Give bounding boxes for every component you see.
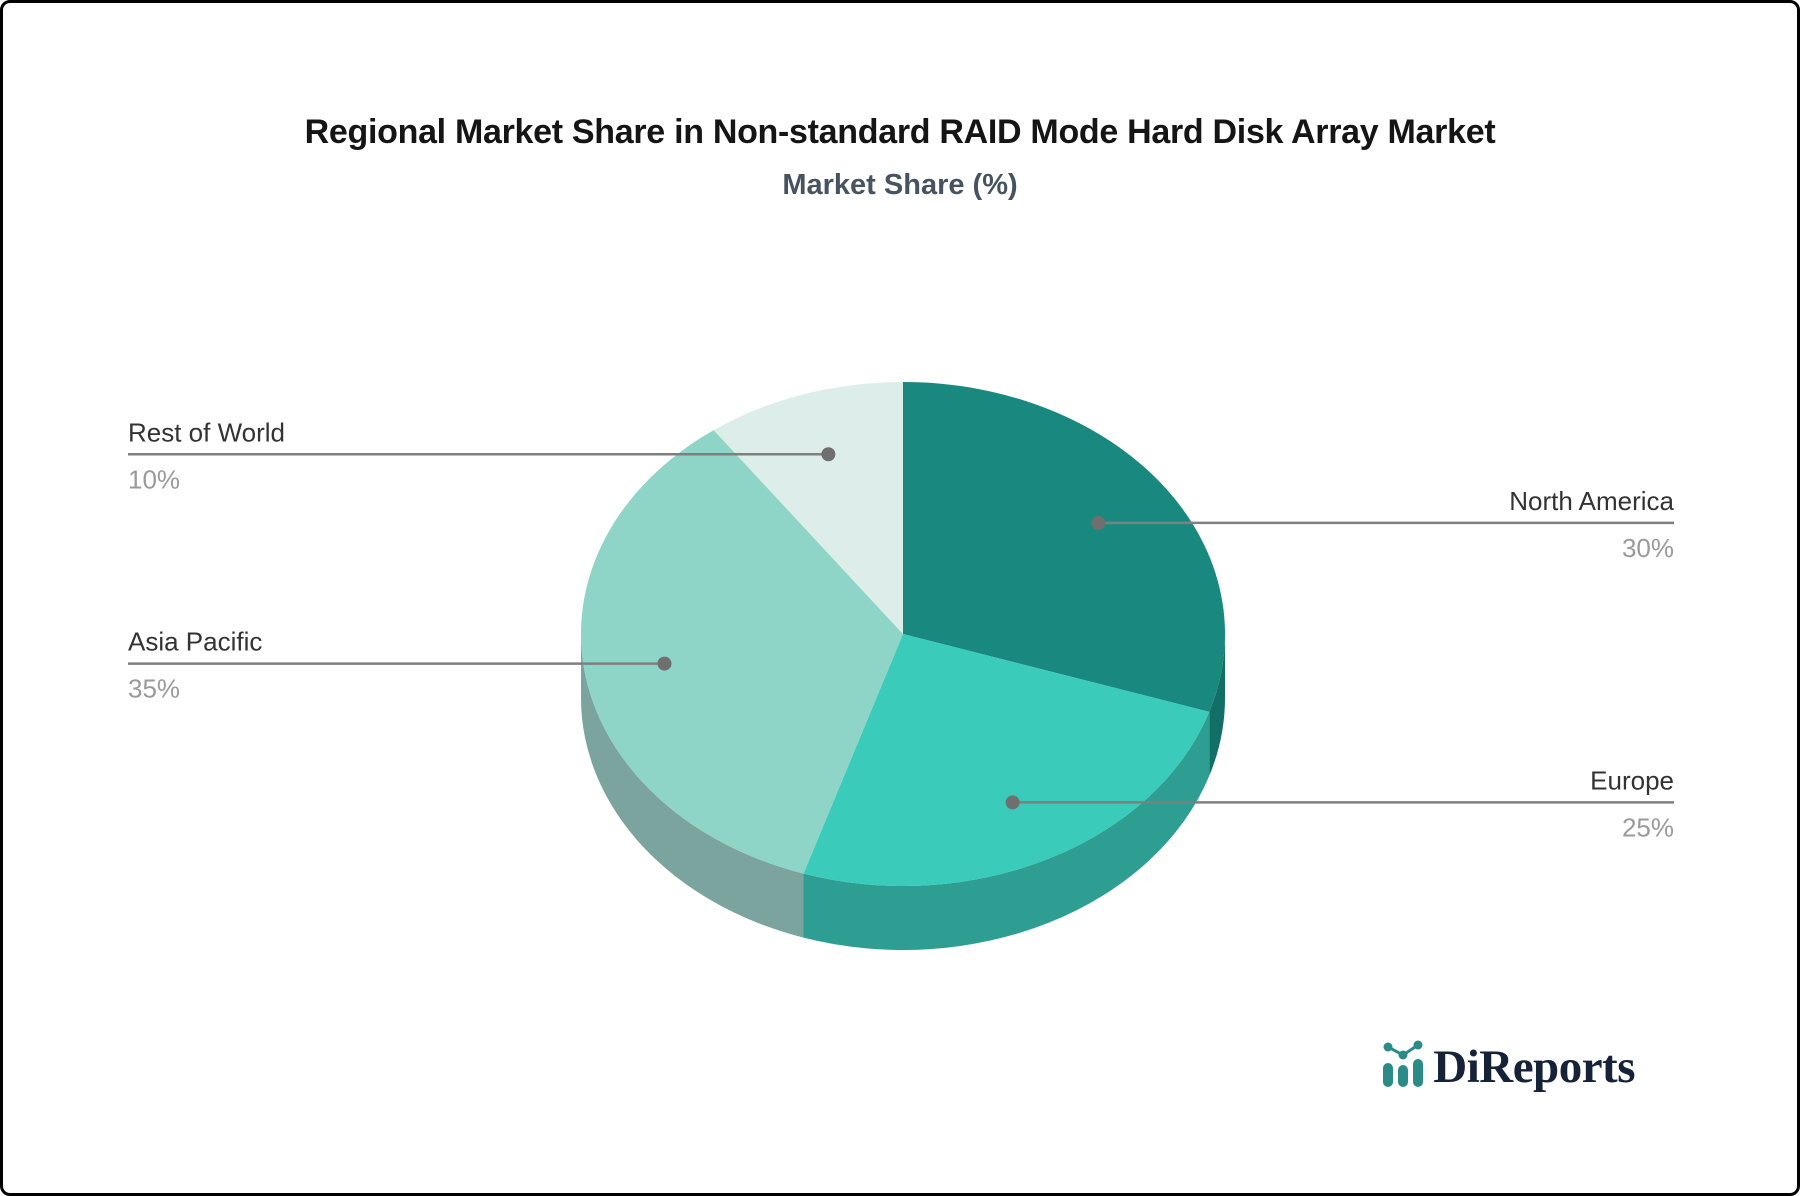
slice-label-asia-pacific: Asia Pacific xyxy=(128,627,262,657)
pie-chart: North America 30% Europe 25% Asia Pacific 35%… xyxy=(128,382,1675,951)
pie-slice-north-america[interactable] xyxy=(903,382,1225,712)
chart-title: Regional Market Share in Non-standard RA… xyxy=(304,113,1496,151)
leader-dot-north-america xyxy=(1091,515,1106,530)
slice-value-rest-of-world: 10% xyxy=(128,464,180,494)
pie-slice-side-asia-pacific xyxy=(581,634,804,938)
chart-subtitle: Market Share (%) xyxy=(782,169,1018,201)
brand-logo: DiReports xyxy=(1381,1039,1635,1091)
slice-value-europe: 25% xyxy=(1622,812,1674,842)
brand-logo-text: DiReports xyxy=(1433,1041,1635,1093)
slice-label-north-america: North America xyxy=(1509,486,1674,516)
pie-slice-side-north-america xyxy=(1209,634,1225,776)
pie-slice-asia-pacific[interactable] xyxy=(581,430,903,874)
slice-label-rest-of-world: Rest of World xyxy=(128,417,285,447)
pie-slice-rest-of-world[interactable] xyxy=(713,382,903,634)
logo-chart-icon xyxy=(1383,1040,1424,1087)
leader-dot-asia-pacific xyxy=(657,656,672,671)
leader-dot-europe xyxy=(1005,795,1020,810)
slice-label-europe: Europe xyxy=(1590,765,1674,795)
pie-slice-europe[interactable] xyxy=(803,634,1210,886)
leader-dot-rest-of-world xyxy=(821,447,836,462)
pie-slice-side-europe xyxy=(803,711,1210,951)
slice-value-asia-pacific: 35% xyxy=(128,674,180,704)
slice-value-north-america: 30% xyxy=(1622,533,1674,563)
